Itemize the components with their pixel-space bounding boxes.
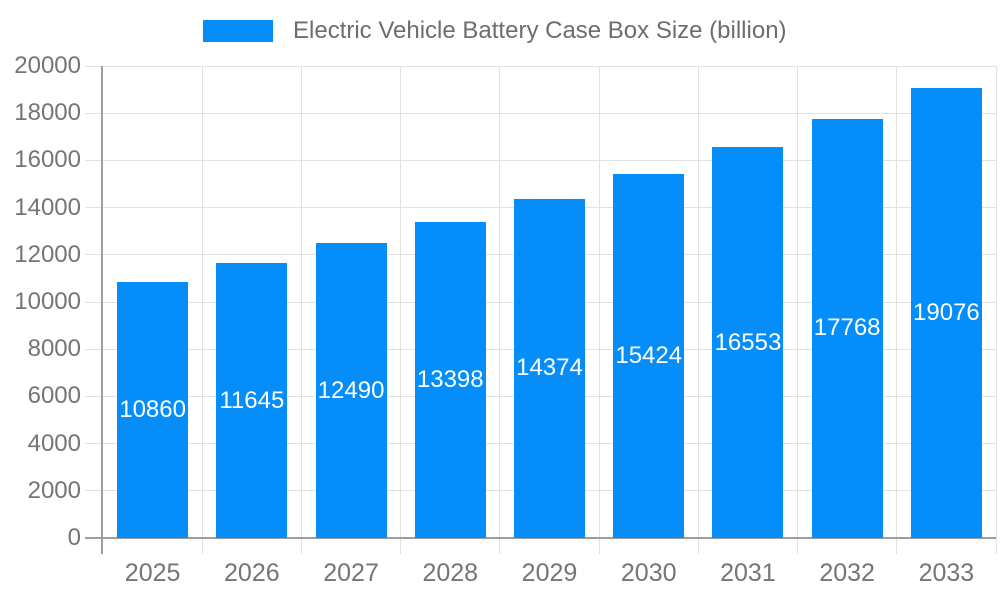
x-axis-tick-label: 2025 [124, 559, 181, 587]
bar [613, 173, 685, 538]
x-axis-tick-label: 2029 [521, 559, 578, 587]
y-axis-tick-label: 0 [67, 524, 81, 551]
y-axis-tick-label: 20000 [14, 52, 81, 79]
bar-value-label: 12490 [317, 376, 385, 404]
bar [117, 281, 189, 538]
plot-area: 0 2000 4000 6000 8000 10000 12000 14000 16000 180… [14, 52, 997, 587]
bar-value-label: 14374 [516, 354, 583, 382]
bar-value-label: 15424 [615, 341, 683, 369]
bar [414, 221, 486, 538]
x-axis-tick-label: 2033 [918, 559, 975, 587]
legend-swatch [203, 20, 273, 42]
y-axis-line [101, 66, 103, 554]
x-gridline [598, 66, 600, 554]
y-axis-tick-label: 12000 [14, 240, 81, 268]
x-gridline [896, 66, 898, 554]
bar [315, 243, 387, 538]
x-gridline [400, 66, 402, 554]
x-gridline [499, 66, 501, 554]
y-gridline [85, 65, 996, 67]
x-gridline [697, 66, 699, 554]
y-axis-tick-label: 18000 [14, 99, 81, 127]
y-axis-tick-label: 8000 [27, 335, 81, 363]
bar-value-label: 10860 [119, 395, 186, 423]
x-axis-tick-label: 2030 [620, 559, 677, 587]
x-axis-tick-label: 2028 [422, 559, 479, 587]
bar-value-label: 19076 [913, 298, 980, 326]
y-axis-tick-label: 10000 [14, 288, 81, 315]
x-gridline [300, 66, 302, 554]
y-axis-tick-label: 16000 [14, 146, 81, 174]
x-axis-tick-label: 2027 [323, 559, 379, 587]
bar-value-label: 16553 [714, 328, 782, 356]
bar [811, 118, 883, 538]
y-axis-tick-label: 2000 [27, 476, 81, 504]
x-axis-tick-label: 2032 [819, 559, 875, 587]
bar-value-label: 13398 [416, 365, 484, 393]
bar-value-label: 17768 [813, 314, 881, 342]
bar [910, 87, 982, 538]
bar [712, 147, 784, 538]
x-axis-tick-label: 2031 [720, 559, 776, 587]
x-axis-line [85, 537, 996, 539]
legend-label: Electric Vehicle Battery Case Box Size (… [293, 17, 787, 44]
x-axis-tick-label: 2026 [224, 559, 280, 587]
bar [216, 263, 288, 538]
y-axis-tick-label: 6000 [27, 382, 81, 410]
x-gridline [201, 66, 203, 554]
x-gridline [995, 66, 997, 554]
bar-value-label: 11645 [219, 386, 285, 414]
y-axis-tick-label: 4000 [27, 429, 81, 457]
y-axis-tick-label: 14000 [14, 193, 81, 221]
y-gridline [85, 159, 996, 161]
x-gridline [797, 66, 799, 554]
bar [514, 198, 585, 538]
legend: Electric Vehicle Battery Case Box Size (… [203, 16, 787, 46]
y-gridline [85, 112, 996, 114]
